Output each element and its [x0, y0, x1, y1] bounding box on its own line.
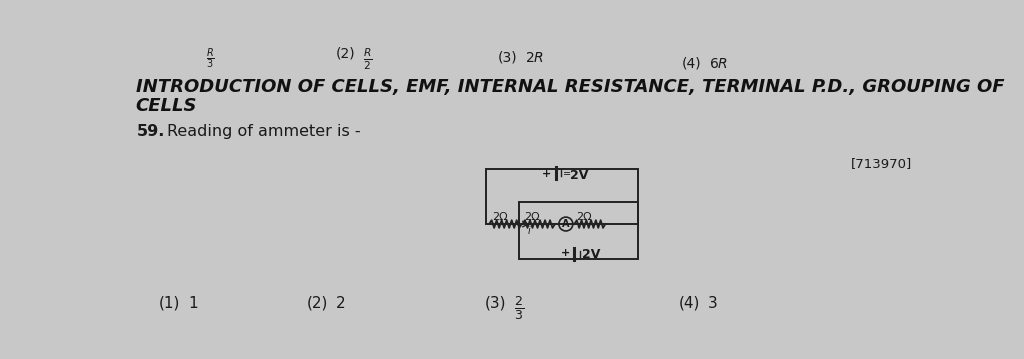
Text: 2Ω: 2Ω	[493, 212, 508, 222]
Text: (2): (2)	[306, 296, 328, 311]
Text: (4): (4)	[678, 296, 699, 311]
Text: 2Ω: 2Ω	[524, 212, 540, 222]
Text: +: +	[542, 169, 551, 180]
Text: +: +	[560, 248, 569, 258]
Text: [713970]: [713970]	[851, 157, 912, 170]
Text: (3): (3)	[498, 51, 517, 65]
Text: $6R$: $6R$	[710, 57, 728, 71]
Text: 2: 2	[336, 296, 345, 311]
Text: $2R$: $2R$	[524, 51, 544, 65]
Bar	[486, 169, 638, 224]
Text: 2V: 2V	[583, 248, 600, 261]
Text: $\frac{R}{2}$: $\frac{R}{2}$	[362, 46, 373, 72]
Bar	[519, 202, 638, 259]
Text: 2Ω: 2Ω	[575, 212, 592, 222]
Text: INTRODUCTION OF CELLS, EMF, INTERNAL RESISTANCE, TERMINAL P.D., GROUPING OF: INTRODUCTION OF CELLS, EMF, INTERNAL RES…	[136, 78, 1005, 96]
Text: (4): (4)	[682, 57, 701, 71]
Text: A: A	[562, 219, 569, 229]
Text: i: i	[528, 226, 530, 236]
Text: 2V: 2V	[569, 169, 588, 182]
Text: $\frac{2}{3}$: $\frac{2}{3}$	[514, 294, 524, 322]
Text: Reading of ammeter is -: Reading of ammeter is -	[167, 124, 360, 139]
Text: CELLS: CELLS	[136, 97, 198, 115]
Text: =: =	[563, 169, 571, 180]
Text: 1: 1	[188, 296, 198, 311]
Text: (1): (1)	[159, 296, 180, 311]
Text: (3): (3)	[484, 296, 506, 311]
Text: 59.: 59.	[137, 124, 166, 139]
Text: 3: 3	[708, 296, 718, 311]
Text: $\frac{R}{3}$: $\frac{R}{3}$	[206, 47, 214, 71]
Text: (2): (2)	[336, 47, 355, 61]
